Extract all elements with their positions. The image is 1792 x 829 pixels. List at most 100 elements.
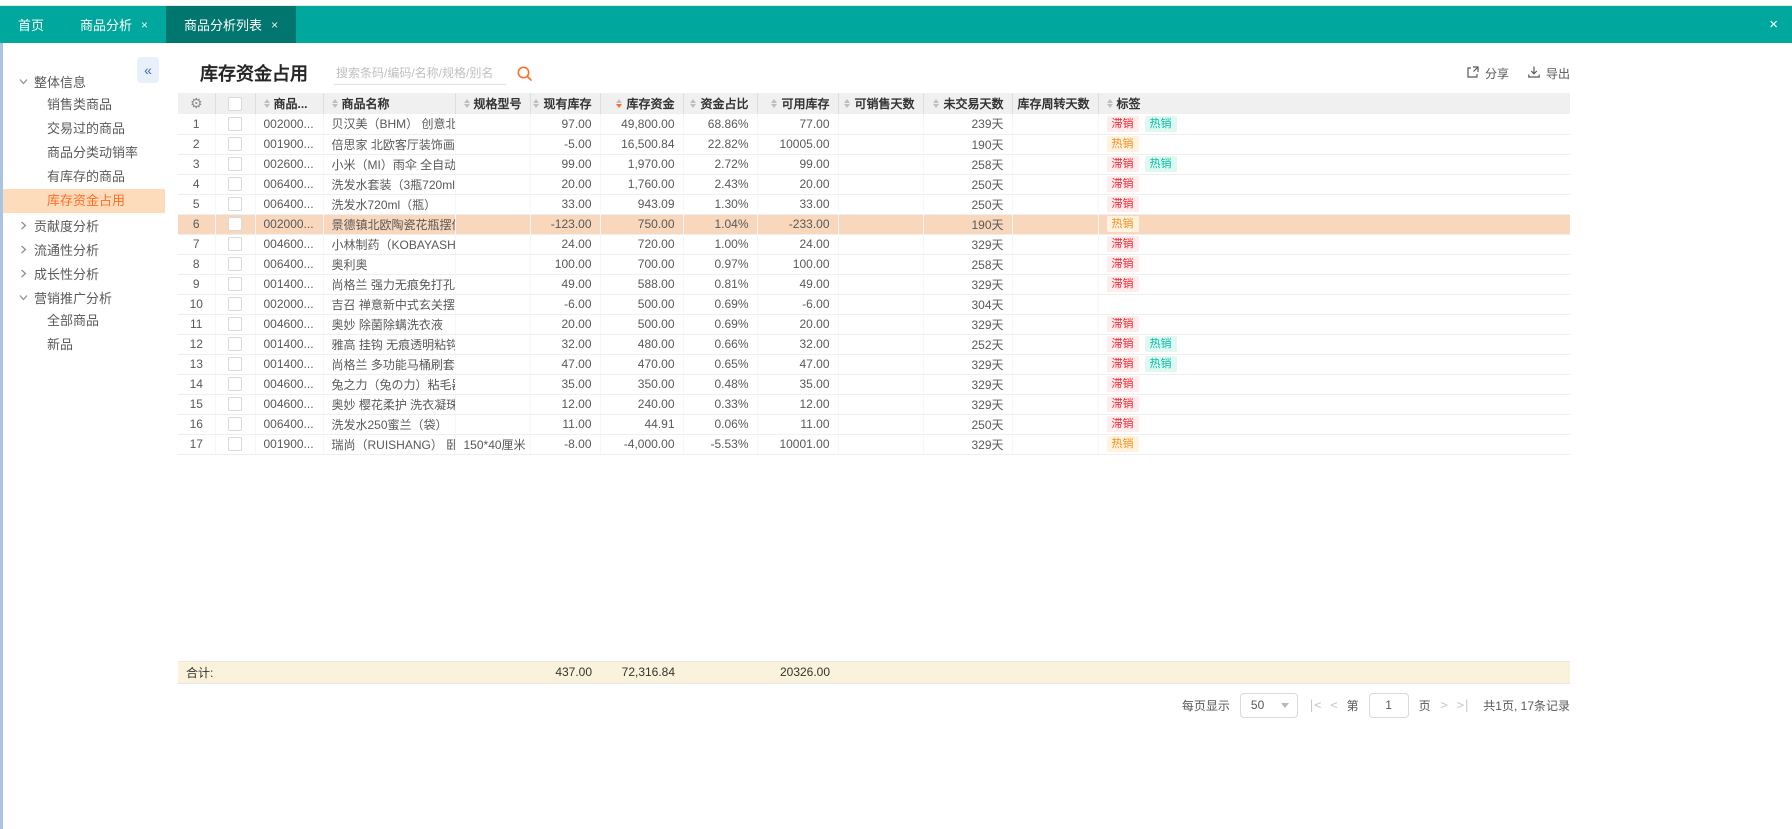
sort-icon[interactable] xyxy=(690,99,697,108)
table-row[interactable]: 4006400...洗发水套装（3瓶720ml+1520.001,760.002… xyxy=(178,174,1570,195)
row-checkbox[interactable] xyxy=(228,137,242,152)
sidebar-item[interactable]: 商品分类动销率 xyxy=(47,145,139,160)
table-header-cell-spec[interactable]: 规格型号 xyxy=(455,93,531,114)
row-checkbox[interactable] xyxy=(228,197,242,212)
cell-avail: 49.00 xyxy=(757,274,839,295)
cell-saledays xyxy=(838,254,924,275)
row-checkbox[interactable] xyxy=(228,377,242,392)
sidebar-group[interactable]: 整体信息 xyxy=(3,69,165,93)
row-checkbox[interactable] xyxy=(228,237,242,252)
page-input[interactable] xyxy=(1368,692,1409,718)
sidebar-item[interactable]: 销售类商品 xyxy=(47,97,113,112)
sort-icon[interactable] xyxy=(616,99,623,108)
sort-icon[interactable] xyxy=(1012,99,1014,108)
last-page-button[interactable]: >| xyxy=(1456,698,1470,712)
table-header-cell-turnover[interactable]: 库存周转天数 xyxy=(1012,93,1099,114)
sidebar-item[interactable]: 有库存的商品 xyxy=(47,169,126,184)
table-header-cell-notrade[interactable]: 未交易天数 xyxy=(923,93,1013,114)
sidebar-collapse-button[interactable]: « xyxy=(137,57,159,83)
cell-fund: 480.00 xyxy=(600,334,684,355)
table-row[interactable]: 17 001900...瑞尚（RUISHANG） 卧室装150*40厘米-8.00… xyxy=(178,434,1570,455)
row-checkbox[interactable] xyxy=(228,437,242,452)
cell-ratio: 68.86% xyxy=(683,114,758,135)
table-row[interactable]: 1 002000...贝汉美（BHM） 创意北欧客 97.0049,800.0068… xyxy=(178,114,1570,135)
row-checkbox[interactable] xyxy=(228,157,242,172)
row-checkbox-cell xyxy=(215,314,256,335)
table-header-cell-code[interactable]: 商品... xyxy=(255,93,324,114)
search-input[interactable] xyxy=(334,61,506,85)
sidebar-group[interactable]: 贡献度分析 xyxy=(3,213,165,237)
table-header-cell-tags[interactable]: 标签 xyxy=(1098,93,1570,114)
totals-label: 合计: xyxy=(178,660,324,684)
row-checkbox[interactable] xyxy=(228,417,242,432)
sidebar-item[interactable]: 库存资金占用 xyxy=(3,189,165,213)
table-row[interactable]: 14004600...兔之力（兔の力）粘毛器粘35.00350.000.48%3… xyxy=(178,374,1570,395)
row-checkbox[interactable] xyxy=(228,317,242,332)
sidebar-group-label: 贡献度分析 xyxy=(34,218,100,234)
select-all-checkbox[interactable] xyxy=(228,96,242,111)
table-header-cell-name[interactable]: 商品名称 xyxy=(323,93,456,114)
row-checkbox[interactable] xyxy=(228,117,242,132)
cell-ratio: 0.65% xyxy=(683,354,758,375)
sort-icon[interactable] xyxy=(263,99,270,108)
search-icon[interactable] xyxy=(516,65,533,82)
tab-close-icon[interactable]: × xyxy=(271,17,279,32)
sort-icon[interactable] xyxy=(463,99,470,108)
table-row[interactable]: 8 006400... 奥利奥 100.00 700.00 0.97% 100.00 258天… xyxy=(178,254,1570,275)
table-row[interactable]: 6 002000...景德镇北欧陶瓷花瓶摆件 仿 -123.00750.001.04… xyxy=(178,214,1570,235)
sort-icon[interactable] xyxy=(771,99,778,108)
row-checkbox[interactable] xyxy=(228,217,242,232)
sort-icon[interactable] xyxy=(1106,99,1113,108)
topbar-tab[interactable]: 商品分析 × xyxy=(62,6,166,43)
sort-icon[interactable] xyxy=(533,99,540,108)
row-checkbox[interactable] xyxy=(228,257,242,272)
sort-icon[interactable] xyxy=(933,99,940,108)
sidebar-group[interactable]: 流通性分析 xyxy=(3,237,165,261)
table-header-cell-avail[interactable]: 可用库存 xyxy=(757,93,839,114)
table-header-cell-ratio[interactable]: 资金占比 xyxy=(683,93,758,114)
row-checkbox[interactable] xyxy=(228,337,242,352)
sidebar-item[interactable]: 全部商品 xyxy=(47,313,100,328)
table-header-cell-stock[interactable]: 现有库存 xyxy=(530,93,601,114)
cell-spec xyxy=(455,254,531,275)
per-page-select[interactable]: 50 xyxy=(1239,692,1298,718)
topbar-close-icon[interactable]: × xyxy=(1769,16,1778,33)
topbar-tab[interactable]: 首页 xyxy=(0,6,62,43)
sort-icon[interactable] xyxy=(331,99,338,108)
sidebar-item[interactable]: 新品 xyxy=(47,337,74,352)
column-label: 资金占比 xyxy=(700,97,749,111)
table-header-cell-fund[interactable]: 库存资金 xyxy=(600,93,684,114)
cell-tags: 热销 xyxy=(1098,214,1570,235)
sort-icon[interactable] xyxy=(844,99,851,108)
tab-close-icon[interactable]: × xyxy=(141,17,149,32)
tag-badge: 滞销 xyxy=(1106,115,1139,132)
export-button[interactable]: 导出 xyxy=(1527,65,1570,82)
next-page-button[interactable]: > xyxy=(1440,698,1448,712)
row-checkbox[interactable] xyxy=(228,357,242,372)
share-button[interactable]: 分享 xyxy=(1466,65,1509,82)
table-row[interactable]: 5 006400... 洗发水720ml（瓶） 33.00 943.09 1.30% 33.… xyxy=(178,194,1570,215)
row-checkbox[interactable] xyxy=(228,297,242,312)
cell-saledays xyxy=(838,294,924,315)
row-checkbox[interactable] xyxy=(228,177,242,192)
gear-icon[interactable]: ⚙ xyxy=(189,95,203,111)
table-header-cell-saledays[interactable]: 可销售天数 xyxy=(838,93,924,114)
table-row[interactable]: 2 001900...倍思家 北欧客厅装饰画卧室 -5.0016,500.8422.… xyxy=(178,134,1570,155)
row-checkbox[interactable] xyxy=(228,397,242,412)
table-row[interactable]: 7004600...小林制药（KOBAYASHI）日24.00720.001.0… xyxy=(178,234,1570,255)
table-row[interactable]: 16 006400... 洗发水250蜜兰（袋） 11.00 44.91 0.06% 11.… xyxy=(178,414,1570,435)
first-page-button[interactable]: |< xyxy=(1307,698,1321,712)
sidebar-item[interactable]: 交易过的商品 xyxy=(47,121,126,136)
topbar-tab[interactable]: 商品分析列表 × xyxy=(166,6,297,43)
table-row[interactable]: 11 004600... 奥妙 除菌除螨洗衣液 20.00 500.00 0.69% 20.… xyxy=(178,314,1570,335)
sidebar-group[interactable]: 成长性分析 xyxy=(3,261,165,285)
row-checkbox[interactable] xyxy=(228,277,242,292)
prev-page-button[interactable]: < xyxy=(1330,698,1337,712)
sidebar-group[interactable]: 营销推广分析 xyxy=(3,285,165,309)
